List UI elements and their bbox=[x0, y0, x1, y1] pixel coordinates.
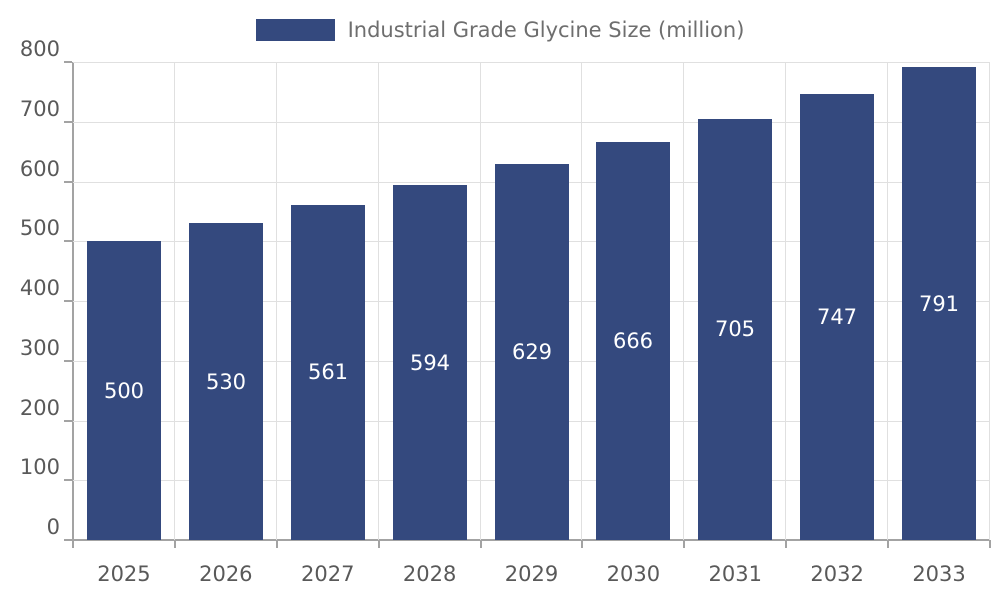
v-gridline bbox=[479, 62, 481, 540]
x-axis-tick bbox=[581, 540, 584, 548]
y-axis-tick bbox=[64, 120, 72, 123]
bar-value-label: 500 bbox=[103, 378, 145, 403]
legend-item[interactable]: Industrial Grade Glycine Size (million) bbox=[0, 16, 1000, 44]
y-axis-tick bbox=[64, 300, 72, 302]
y-axis-tick bbox=[64, 61, 72, 63]
bar-2032: 747 bbox=[800, 93, 874, 540]
v-gridline bbox=[683, 62, 685, 540]
bar-2027: 561 bbox=[291, 204, 365, 540]
bar-value-label: 666 bbox=[612, 329, 654, 354]
v-gridline bbox=[887, 62, 889, 540]
bar-2026: 530 bbox=[189, 223, 263, 540]
x-axis-labels: 2025 2026 2027 2028 2029 2030 2031 2032 2033 bbox=[73, 562, 990, 592]
v-gridline bbox=[275, 62, 277, 540]
bar-value-label: 791 bbox=[918, 291, 960, 316]
bar-value-label: 629 bbox=[511, 340, 553, 365]
y-axis-tick bbox=[64, 359, 72, 362]
x-tick-label: 2033 bbox=[912, 562, 966, 586]
x-axis-tick bbox=[785, 540, 788, 548]
x-tick-label: 2029 bbox=[504, 562, 559, 586]
x-axis-tick bbox=[173, 540, 176, 548]
y-axis-tick bbox=[64, 479, 72, 482]
x-axis-tick bbox=[479, 540, 482, 548]
bar-value-label: 705 bbox=[714, 317, 756, 342]
x-axis-tick bbox=[72, 540, 74, 548]
bar-2030: 666 bbox=[596, 142, 670, 540]
v-gridline bbox=[785, 62, 787, 540]
y-tick-label: 0 bbox=[46, 515, 60, 539]
y-axis-labels: 0 100 200 300 400 500 600 700 800 bbox=[0, 37, 73, 540]
x-axis-tick bbox=[683, 540, 686, 548]
y-axis-tick bbox=[64, 180, 72, 183]
bar-2029: 629 bbox=[495, 164, 569, 540]
y-tick-label: 500 bbox=[19, 216, 60, 241]
bar-2031: 705 bbox=[698, 118, 772, 540]
legend-swatch bbox=[255, 19, 335, 41]
bar-2025: 500 bbox=[87, 241, 161, 540]
plot-area: 500 530 561 594 629 666 705 747 791 bbox=[64, 61, 991, 548]
bar-2033: 791 bbox=[902, 67, 976, 540]
y-tick-label: 400 bbox=[19, 276, 60, 300]
x-tick-label: 2030 bbox=[606, 562, 661, 586]
x-tick-label: 2031 bbox=[708, 562, 762, 586]
v-gridline bbox=[989, 62, 990, 540]
y-tick-label: 600 bbox=[19, 156, 60, 181]
x-tick-label: 2032 bbox=[810, 562, 864, 586]
h-gridline bbox=[73, 62, 990, 63]
y-tick-label: 100 bbox=[19, 455, 60, 480]
y-axis-tick bbox=[64, 539, 72, 541]
x-tick-label: 2026 bbox=[199, 562, 253, 586]
y-axis-tick bbox=[64, 240, 72, 243]
h-gridline bbox=[73, 121, 990, 123]
legend-label: Industrial Grade Glycine Size (million) bbox=[347, 18, 745, 42]
bar-value-label: 594 bbox=[409, 350, 451, 375]
x-axis-tick bbox=[275, 540, 278, 548]
x-axis-tick bbox=[377, 540, 380, 548]
x-axis-tick bbox=[887, 540, 890, 548]
bar-value-label: 747 bbox=[816, 304, 858, 329]
y-axis-tick bbox=[64, 419, 72, 422]
y-tick-label: 800 bbox=[19, 37, 60, 61]
v-gridline bbox=[173, 62, 175, 540]
y-tick-label: 200 bbox=[19, 395, 60, 420]
v-gridline bbox=[377, 62, 379, 540]
bar-2028: 594 bbox=[393, 185, 467, 540]
x-tick-label: 2028 bbox=[402, 562, 457, 586]
x-tick-label: 2025 bbox=[97, 562, 151, 586]
bar-value-label: 561 bbox=[307, 360, 349, 385]
bar-value-label: 530 bbox=[205, 369, 247, 394]
v-gridline bbox=[581, 62, 583, 540]
y-tick-label: 700 bbox=[19, 96, 60, 121]
y-tick-label: 300 bbox=[19, 335, 60, 360]
x-axis-tick bbox=[989, 540, 991, 548]
x-axis-line bbox=[73, 539, 990, 541]
x-tick-label: 2027 bbox=[300, 562, 355, 586]
